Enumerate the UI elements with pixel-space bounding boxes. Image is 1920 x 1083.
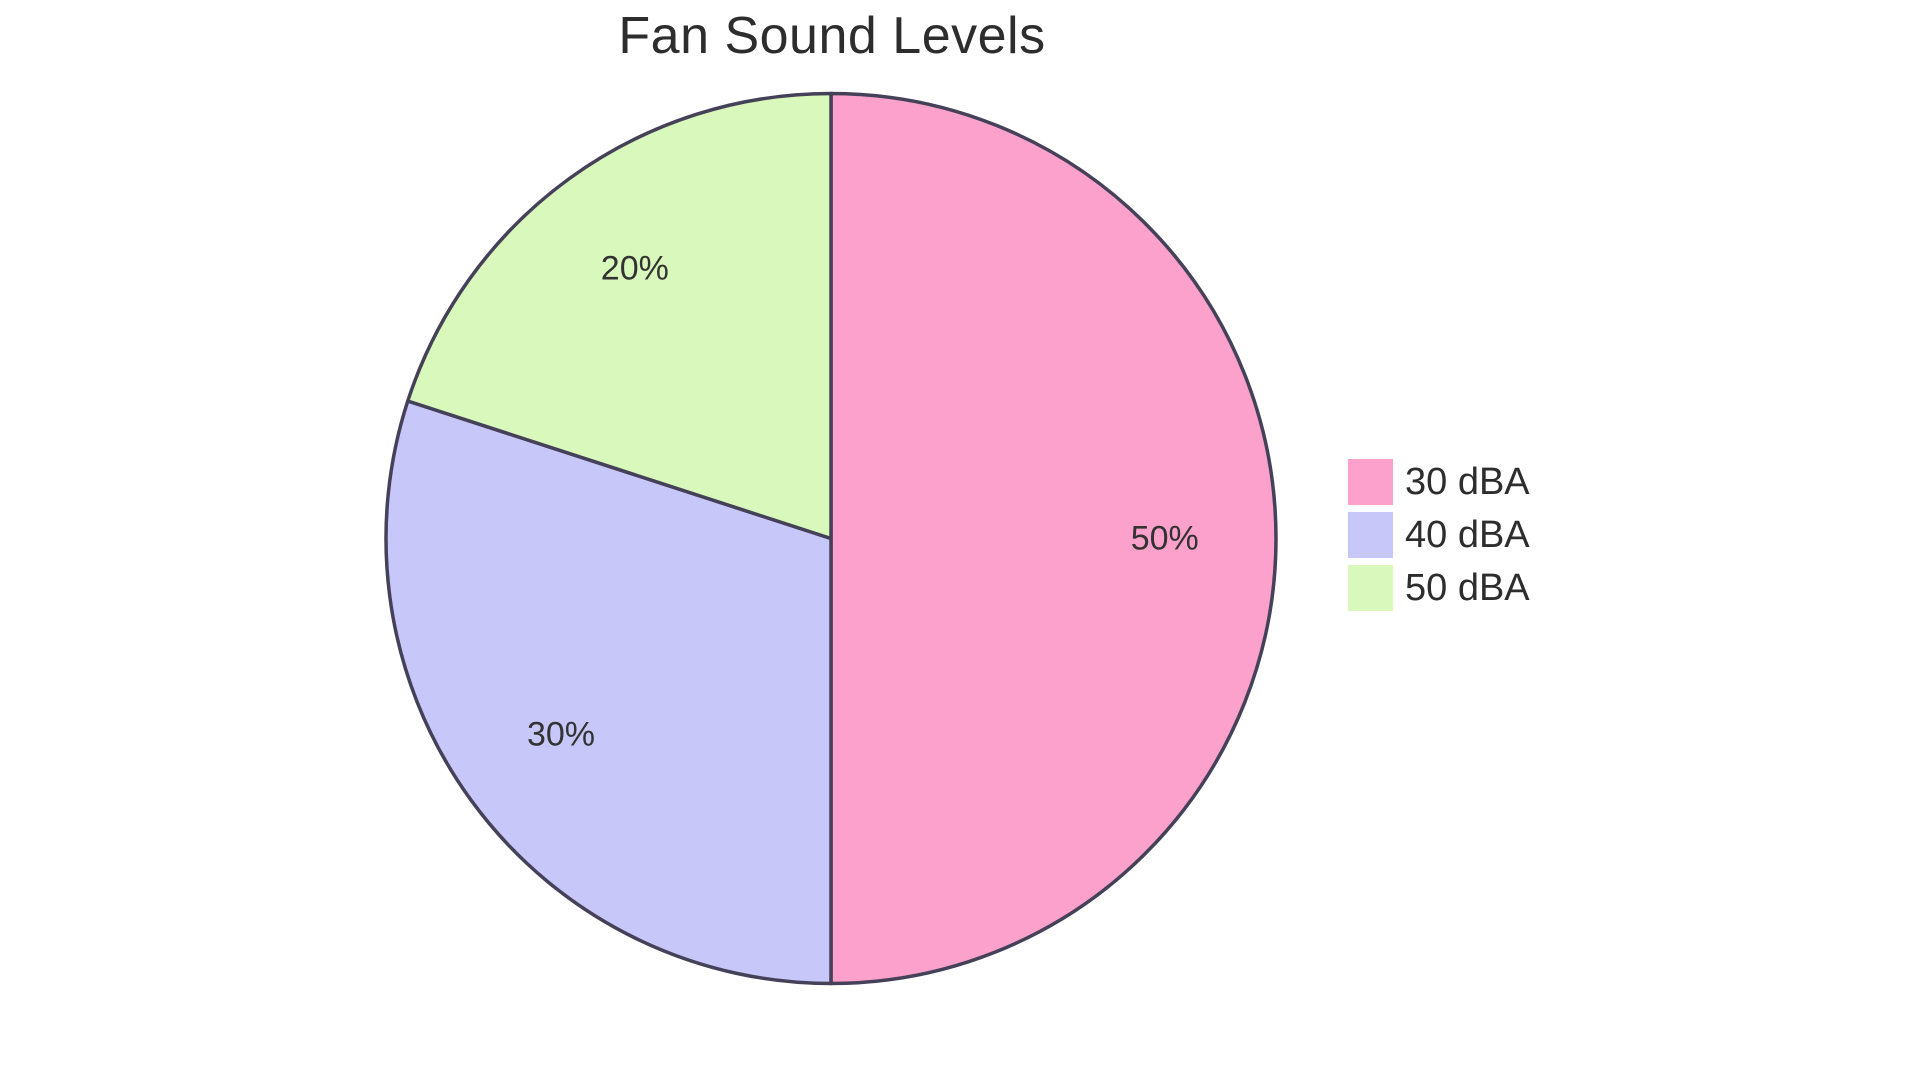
slice-percentage-label: 30%: [527, 716, 595, 754]
legend-swatch-50dba: [1348, 565, 1393, 611]
legend-label: 50 dBA: [1405, 567, 1530, 609]
legend-swatch-40dba: [1348, 512, 1393, 558]
legend-label: 40 dBA: [1405, 514, 1530, 556]
legend-item-50dba[interactable]: 50 dBA: [1348, 565, 1530, 611]
legend-label: 30 dBA: [1405, 461, 1530, 503]
pie-slice-50-dba[interactable]: [406, 91, 833, 541]
legend-item-30dba[interactable]: 30 dBA: [1348, 459, 1530, 505]
slice-percentage-label: 50%: [1131, 520, 1199, 558]
legend: 30 dBA 40 dBA 50 dBA: [1348, 459, 1530, 618]
legend-item-40dba[interactable]: 40 dBA: [1348, 512, 1530, 558]
legend-swatch-30dba: [1348, 459, 1393, 505]
pie-slice-40-dba[interactable]: [384, 399, 833, 986]
chart-title: Fan Sound Levels: [618, 7, 1046, 65]
slice-percentage-label: 20%: [601, 249, 669, 287]
pie-slice-30-dba[interactable]: [829, 91, 1278, 986]
